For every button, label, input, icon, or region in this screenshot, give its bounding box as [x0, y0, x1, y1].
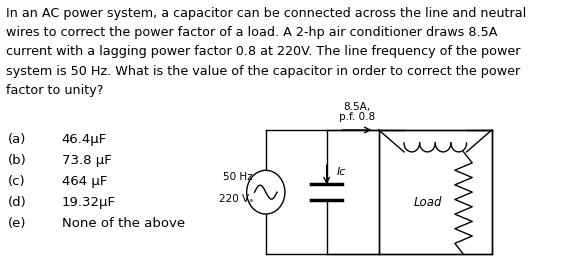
Text: (b): (b) — [8, 154, 26, 167]
Text: p.f. 0.8: p.f. 0.8 — [339, 112, 375, 122]
Text: 8.5A,: 8.5A, — [343, 102, 371, 112]
Text: (e): (e) — [8, 216, 26, 230]
Text: Load: Load — [414, 196, 443, 209]
Text: (a): (a) — [8, 133, 26, 146]
Text: current with a lagging power factor 0.8 at 220V. The line frequency of the power: current with a lagging power factor 0.8 … — [6, 45, 521, 58]
Text: None of the above: None of the above — [62, 216, 185, 230]
Text: In an AC power system, a capacitor can be connected across the line and neutral: In an AC power system, a capacitor can b… — [6, 7, 526, 20]
Text: 73.8 μF: 73.8 μF — [62, 154, 112, 167]
Text: 464 μF: 464 μF — [62, 175, 107, 188]
Text: Iᴄ: Iᴄ — [337, 167, 346, 177]
Text: system is 50 Hz. What is the value of the capacitor in order to correct the powe: system is 50 Hz. What is the value of th… — [6, 65, 520, 78]
Text: 46.4μF: 46.4μF — [62, 133, 107, 146]
Text: 220 Vₐ⁣: 220 Vₐ⁣ — [218, 194, 253, 204]
Bar — [379, 130, 492, 254]
Text: (c): (c) — [8, 175, 25, 188]
Text: wires to correct the power factor of a load. A 2-hp air conditioner draws 8.5A: wires to correct the power factor of a l… — [6, 26, 497, 39]
Text: 50 Hz: 50 Hz — [223, 172, 253, 182]
Text: 19.32μF: 19.32μF — [62, 196, 116, 209]
Text: factor to unity?: factor to unity? — [6, 84, 103, 97]
Text: (d): (d) — [8, 196, 26, 209]
